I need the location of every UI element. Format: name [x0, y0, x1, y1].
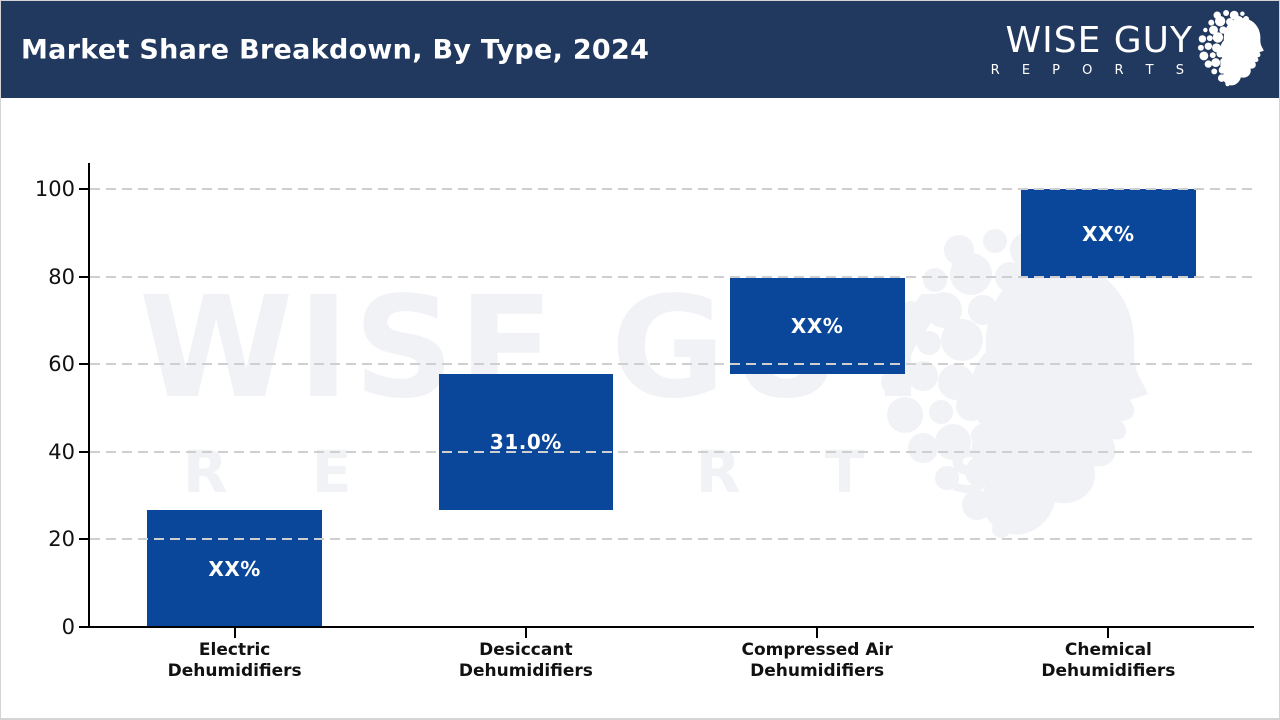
y-tick-label: 80	[48, 264, 75, 289]
gridline	[90, 538, 1254, 541]
brand-logo: WISE GUY R E P O R T S	[991, 7, 1269, 93]
y-tick-label: 0	[61, 615, 75, 639]
y-tick-mark	[79, 450, 88, 453]
x-tick-mark	[233, 628, 236, 638]
bar: XX%	[1021, 189, 1196, 278]
y-tick-mark	[79, 275, 88, 278]
y-tick-label: 40	[48, 439, 75, 464]
y-tick-label: 60	[48, 352, 75, 377]
y-tick-mark	[79, 188, 88, 191]
x-tick-mark	[816, 628, 819, 638]
y-tick-label: 100	[34, 177, 75, 202]
y-tick-mark	[79, 538, 88, 541]
gridline	[90, 363, 1254, 366]
gridline	[90, 188, 1254, 191]
bar: XX%	[147, 510, 322, 627]
bar-value-label: XX%	[1082, 221, 1135, 246]
y-tick-label: 20	[48, 527, 75, 552]
y-tick-mark	[79, 626, 88, 628]
brand-head-icon	[1197, 10, 1264, 87]
header-banner: Market Share Breakdown, By Type, 2024 WI…	[1, 1, 1279, 98]
x-category-label: Electric Dehumidifiers	[167, 640, 302, 682]
x-category-label: Compressed Air Dehumidifiers	[741, 640, 893, 682]
y-axis-line	[88, 163, 90, 628]
chart-title: Market Share Breakdown, By Type, 2024	[21, 34, 650, 65]
bar-value-label: XX%	[790, 314, 844, 339]
gridline	[90, 450, 1254, 453]
bar-value-label: XX%	[208, 556, 261, 581]
x-category-label: Chemical Dehumidifiers	[1041, 640, 1176, 682]
plot-area: XX% 31.0% XX% XX%	[89, 165, 1254, 627]
brand-subtitle: R E P O R T S	[990, 63, 1193, 78]
bar: 31.0%	[438, 374, 614, 511]
x-axis-line	[88, 626, 1254, 628]
bar-value-label: 31.0%	[489, 430, 562, 455]
x-tick-mark	[1107, 628, 1110, 638]
bar: XX%	[729, 277, 905, 375]
brand-name: WISE GUY	[1005, 20, 1193, 61]
x-category-label: Desiccant Dehumidifiers	[458, 640, 593, 682]
y-tick-mark	[79, 363, 88, 366]
x-tick-mark	[524, 628, 527, 638]
gridline	[90, 275, 1254, 278]
